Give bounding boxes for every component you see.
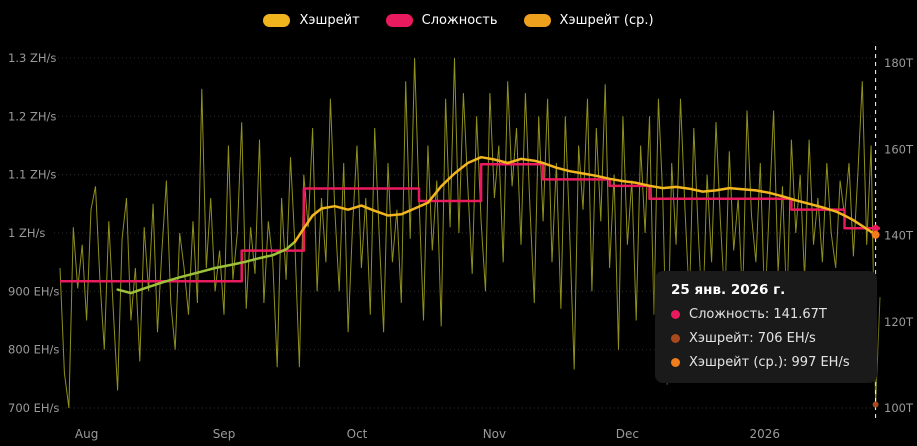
- legend-item-hashrate[interactable]: Хэшрейт: [263, 13, 360, 28]
- y-right-tick-label: 160T: [884, 142, 914, 156]
- y-left-tick-label: 1.3 ZH/s: [8, 51, 56, 65]
- legend-label-hashrate: Хэшрейт: [299, 13, 360, 28]
- hashrate-avg-swatch-icon: [523, 14, 551, 27]
- difficulty-swatch-icon: [385, 14, 413, 27]
- x-tick-label: Dec: [616, 427, 639, 441]
- hashrate-raw-line: [59, 57, 881, 409]
- y-right-tick-label: 100T: [884, 401, 914, 415]
- tooltip-difficulty-text: Сложность: 141.67T: [689, 307, 827, 322]
- x-tick-label: 2026: [750, 427, 781, 441]
- tooltip-row-hashrate: Хэшрейт: 706 EH/s: [671, 330, 861, 347]
- difficulty-step-line: [60, 163, 880, 283]
- hashrate-highlight-dot: [872, 401, 879, 408]
- y-left-tick-label: 1.2 ZH/s: [8, 109, 56, 123]
- tooltip-hashrate-avg-text: Хэшрейт (ср.): 997 EH/s: [689, 355, 850, 370]
- x-tick-label: Aug: [75, 427, 98, 441]
- tooltip-row-hashrate-avg: Хэшрейт (ср.): 997 EH/s: [671, 354, 861, 371]
- y-left-tick-label: 1.1 ZH/s: [8, 168, 56, 182]
- y-left-tick-label: 700 EH/s: [8, 401, 59, 415]
- hashrate-avg-line: [293, 155, 877, 244]
- legend-item-hashrate-avg[interactable]: Хэшрейт (ср.): [523, 13, 654, 28]
- hashrate-dot-icon: [671, 334, 680, 343]
- hashrate-avg-line-early: [116, 240, 297, 295]
- hashrate-avg-dot-icon: [671, 358, 680, 367]
- tooltip-row-difficulty: Сложность: 141.67T: [671, 306, 861, 323]
- y-left-tick-label: 1 ZH/s: [8, 226, 45, 240]
- y-left-tick-label: 800 EH/s: [8, 343, 59, 357]
- difficulty-dot-icon: [671, 310, 680, 319]
- hashrate-avg-highlight-dot: [871, 230, 880, 239]
- tooltip-hashrate-text: Хэшрейт: 706 EH/s: [689, 331, 816, 346]
- y-right-tick-label: 120T: [884, 315, 914, 329]
- x-tick-label: Oct: [347, 427, 368, 441]
- difficulty-highlight-dot: [872, 224, 880, 232]
- y-left-tick-label: 900 EH/s: [8, 284, 59, 298]
- chart-tooltip: 25 янв. 2026 г. Сложность: 141.67T Хэшре…: [655, 271, 877, 383]
- hashrate-swatch-icon: [263, 14, 291, 27]
- x-tick-label: Sep: [213, 427, 236, 441]
- y-right-tick-label: 180T: [884, 56, 914, 70]
- chart-legend: Хэшрейт Сложность Хэшрейт (ср.): [0, 13, 917, 28]
- legend-item-difficulty[interactable]: Сложность: [385, 13, 498, 28]
- legend-label-hashrate-avg: Хэшрейт (ср.): [559, 13, 654, 28]
- legend-label-difficulty: Сложность: [421, 13, 498, 28]
- x-tick-label: Nov: [483, 427, 506, 441]
- tooltip-date: 25 янв. 2026 г.: [671, 282, 786, 298]
- y-right-tick-label: 140T: [884, 229, 914, 243]
